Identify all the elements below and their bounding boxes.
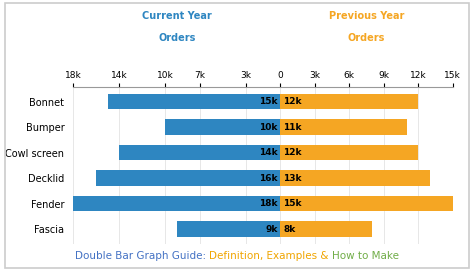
Text: 13k: 13k xyxy=(283,173,301,183)
Text: 12k: 12k xyxy=(283,148,301,157)
Bar xyxy=(280,196,453,211)
Bar xyxy=(73,196,280,211)
Bar xyxy=(165,120,280,135)
Bar xyxy=(280,145,418,160)
Text: 8k: 8k xyxy=(283,225,295,234)
Text: How to Make: How to Make xyxy=(332,251,399,261)
Text: 12k: 12k xyxy=(283,97,301,106)
Bar xyxy=(96,170,280,186)
Text: 16k: 16k xyxy=(259,173,277,183)
Text: 18k: 18k xyxy=(259,199,277,208)
Text: Previous Year: Previous Year xyxy=(329,11,404,21)
Text: 15k: 15k xyxy=(283,199,301,208)
Bar xyxy=(280,94,418,109)
Text: 10k: 10k xyxy=(259,122,277,131)
Text: Double Bar Graph Guide:: Double Bar Graph Guide: xyxy=(75,251,210,261)
Text: Definition, Examples &: Definition, Examples & xyxy=(210,251,332,261)
Bar xyxy=(280,170,430,186)
Text: Current Year: Current Year xyxy=(142,11,212,21)
Text: 9k: 9k xyxy=(265,225,277,234)
Bar xyxy=(280,120,407,135)
Bar xyxy=(177,221,280,237)
Bar xyxy=(119,145,280,160)
Text: Orders: Orders xyxy=(158,33,196,43)
Text: 14k: 14k xyxy=(259,148,277,157)
Text: 11k: 11k xyxy=(283,122,301,131)
Text: Orders: Orders xyxy=(348,33,385,43)
Bar xyxy=(108,94,280,109)
Bar xyxy=(280,221,372,237)
Text: 15k: 15k xyxy=(259,97,277,106)
